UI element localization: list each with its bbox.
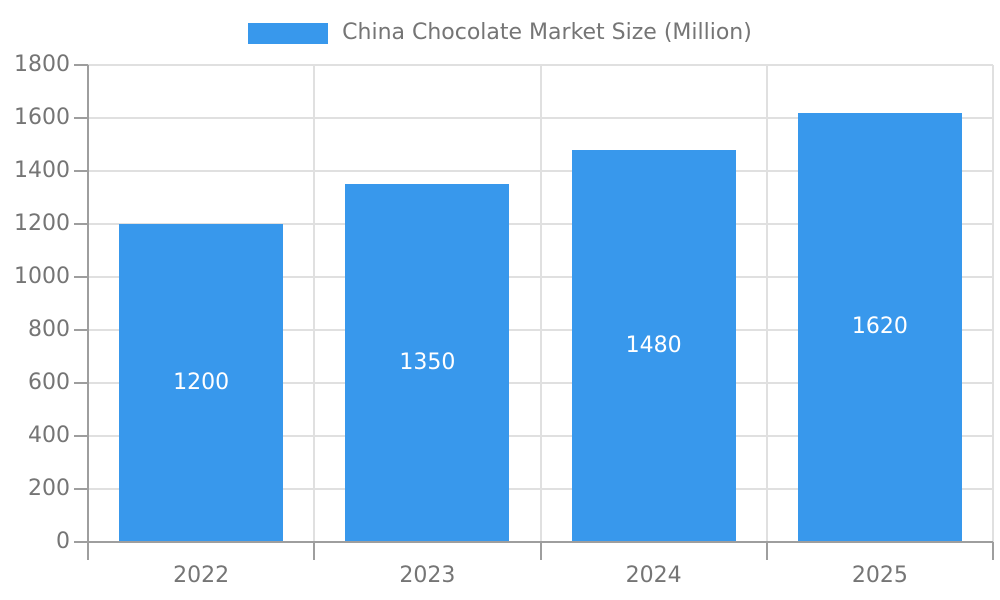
x-axis-tick-label: 2022: [173, 563, 230, 588]
y-tick-mark: [74, 382, 88, 384]
y-tick-mark: [74, 276, 88, 278]
legend-label: China Chocolate Market Size (Million): [342, 20, 752, 45]
bar-2024[interactable]: [571, 149, 736, 542]
gridline-x: [992, 65, 994, 542]
y-axis-tick-label: 1600: [14, 105, 70, 130]
x-tick-mark: [313, 542, 316, 560]
y-axis-tick-label: 0: [56, 529, 70, 554]
y-tick-mark: [74, 117, 88, 119]
legend-swatch-icon: [248, 22, 329, 44]
y-axis-tick-label: 1200: [14, 211, 70, 236]
y-axis-tick-label: 400: [28, 423, 70, 448]
bar-2025[interactable]: [797, 112, 962, 542]
gridline-x: [539, 65, 542, 542]
chart-legend[interactable]: China Chocolate Market Size (Million): [0, 20, 1000, 46]
y-axis-tick-label: 1400: [14, 158, 70, 183]
bar-value-label: 1200: [173, 370, 230, 395]
gridline-x: [765, 65, 768, 542]
x-tick-mark: [539, 542, 542, 560]
y-axis-tick-label: 800: [28, 317, 70, 342]
y-tick-mark: [74, 329, 88, 331]
y-tick-mark: [74, 170, 88, 172]
y-tick-mark: [74, 488, 88, 490]
y-tick-mark: [74, 541, 88, 543]
x-tick-mark: [765, 542, 768, 560]
bar-value-label: 1480: [625, 332, 682, 358]
x-axis-tick-label: 2023: [399, 563, 456, 588]
y-axis-tick-label: 600: [28, 370, 70, 395]
x-tick-mark: [992, 542, 994, 560]
bar-2022[interactable]: [119, 224, 284, 542]
gridline-x: [313, 65, 316, 542]
x-axis-tick-label: 2024: [625, 563, 682, 588]
x-axis-line: [88, 541, 993, 543]
bar-2023[interactable]: [345, 184, 510, 542]
y-axis-line: [87, 65, 89, 560]
y-tick-mark: [74, 223, 88, 225]
y-tick-mark: [74, 435, 88, 437]
bar-value-label: 1350: [399, 350, 456, 376]
x-axis-tick-label: 2025: [851, 563, 908, 588]
y-axis-tick-label: 1000: [14, 264, 70, 289]
y-axis-tick-label: 1800: [14, 52, 70, 77]
bar-value-label: 1620: [851, 314, 908, 340]
y-tick-mark: [74, 64, 88, 66]
y-axis-tick-label: 200: [28, 476, 70, 501]
